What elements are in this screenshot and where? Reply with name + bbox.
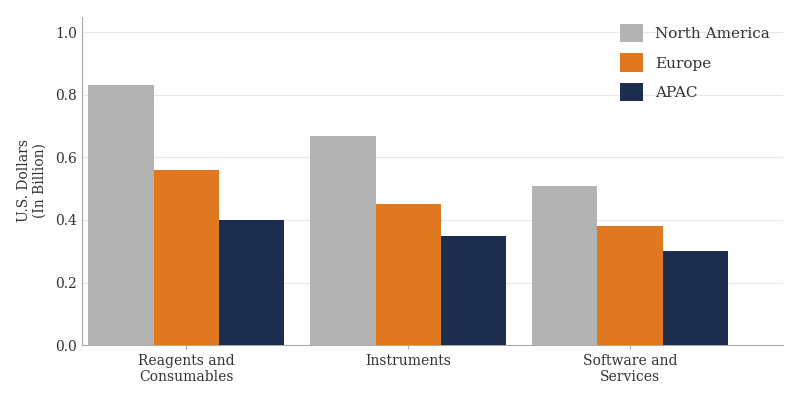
Bar — [310, 136, 375, 345]
Y-axis label: U.S. Dollars
(In Billion): U.S. Dollars (In Billion) — [17, 140, 47, 223]
Bar — [441, 236, 506, 345]
Bar — [219, 220, 284, 345]
Bar — [375, 205, 441, 345]
Legend: North America, Europe, APAC: North America, Europe, APAC — [614, 18, 776, 107]
Bar — [154, 170, 219, 345]
Bar — [89, 85, 154, 345]
Bar — [598, 226, 662, 345]
Bar — [532, 186, 598, 345]
Bar — [662, 251, 728, 345]
